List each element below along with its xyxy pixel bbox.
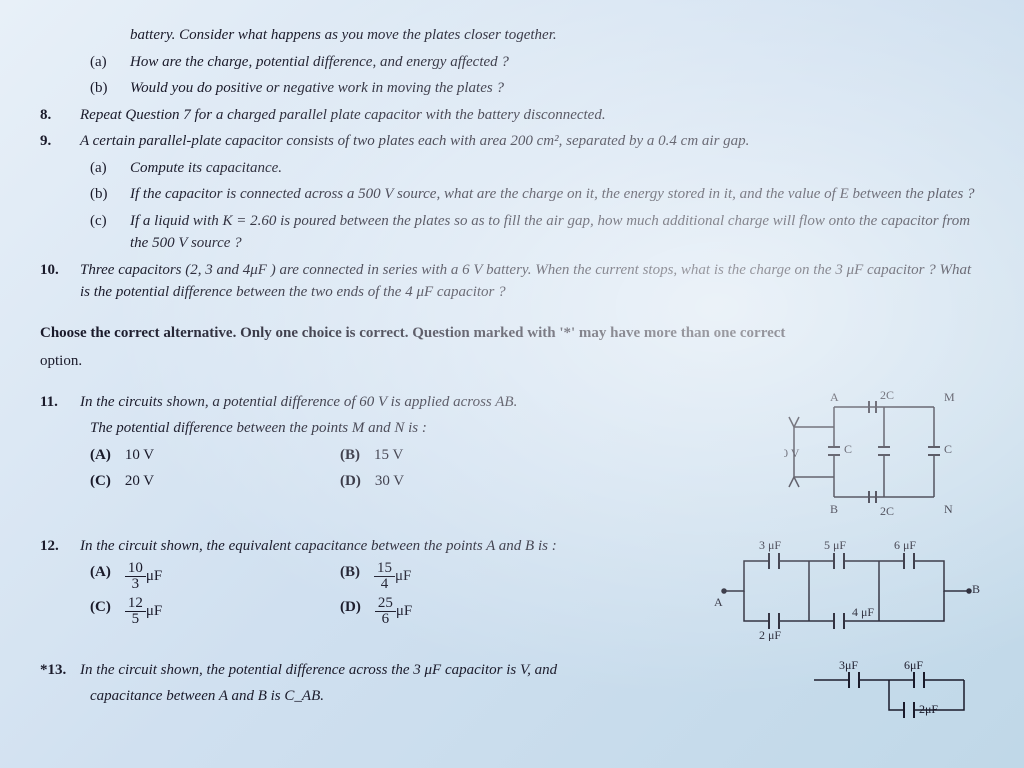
q11-B-label: (B) [340,444,360,467]
q12-A: 103μF [125,561,162,592]
q12-D-label: (D) [340,596,361,627]
q7-a-text: How are the charge, potential difference… [130,51,984,74]
q11-D-label: (D) [340,470,361,493]
q12-num: 12. [40,535,80,558]
q12-row2: (C) 125μF (D) 256μF [90,596,694,627]
section-sub-text: option. [40,350,984,373]
q11-dia-A: A [830,390,839,404]
q7-b-text: Would you do positive or negative work i… [130,77,984,100]
q9-b: (b) If the capacitor is connected across… [90,183,984,206]
q12-text: In the circuit shown, the equivalent cap… [80,535,694,558]
q9: 9. A certain parallel-plate capacitor co… [40,130,984,153]
q13: *13. In the circuit shown, the potential… [40,655,984,725]
q7-b-label: (b) [90,77,130,100]
q12-dia-A: A [714,595,723,609]
q11-num: 11. [40,391,80,414]
section-head-text: Choose the correct alternative. Only one… [40,322,984,345]
q9-num: 9. [40,130,80,153]
q13-dia-c3: 2μF [919,702,938,716]
q7-tail: battery. Consider what happens as you mo… [130,24,984,47]
q11-dia-B: B [830,502,838,516]
q9-a-text: Compute its capacitance. [130,157,984,180]
q12-dia-c1: 3 μF [759,538,781,552]
q11-row1: (A) 10 V (B) 15 V [90,444,774,467]
q11-dia-M: M [944,390,955,404]
q12-dia-B: B [972,582,980,596]
q8-text: Repeat Question 7 for a charged parallel… [80,104,984,127]
q10-num: 10. [40,259,80,304]
q11-B: 15 V [374,444,403,467]
q11-D: 30 V [375,470,404,493]
q9-a: (a) Compute its capacitance. [90,157,984,180]
q12-D: 256μF [375,596,412,627]
q10: 10. Three capacitors (2, 3 and 4μF ) are… [40,259,984,304]
q12: 12. In the circuit shown, the equivalent… [40,531,984,641]
q8-num: 8. [40,104,80,127]
q13-text: In the circuit shown, the potential diff… [80,659,794,682]
q11-circuit-diagram: A M B N 2C 2C C C 60 V [784,387,984,517]
q9-c: (c) If a liquid with K = 2.60 is poured … [90,210,984,255]
q12-C: 125μF [125,596,162,627]
q10-text: Three capacitors (2, 3 and 4μF ) are con… [80,259,984,304]
q13-circuit-diagram: 3μF 6μF 2μF [804,655,984,725]
q13-dia-c2: 6μF [904,658,923,672]
q11-dia-60V: 60 V [784,446,800,460]
q12-A-label: (A) [90,561,111,592]
q9-c-text: If a liquid with K = 2.60 is poured betw… [130,210,984,255]
q9-b-label: (b) [90,183,130,206]
q11-A-label: (A) [90,444,111,467]
q8: 8. Repeat Question 7 for a charged paral… [40,104,984,127]
q11-line1: In the circuits shown, a potential diffe… [80,391,774,414]
q11-dia-C-right: C [944,442,952,456]
q9-c-label: (c) [90,210,130,255]
q11-C-label: (C) [90,470,111,493]
q11-C: 20 V [125,470,154,493]
q7-b: (b) Would you do positive or negative wo… [90,77,984,100]
q11: 11. In the circuits shown, a potential d… [40,387,984,517]
q12-C-label: (C) [90,596,111,627]
q12-dia-c3: 6 μF [894,538,916,552]
q12-dia-c4: 2 μF [759,628,781,641]
q13-text2: capacitance between A and B is C_AB. [90,685,794,708]
q9-intro: A certain parallel-plate capacitor consi… [80,130,984,153]
q12-B-label: (B) [340,561,360,592]
q11-dia-2C-top: 2C [880,388,894,402]
q11-dia-2C-bot: 2C [880,504,894,517]
q13-dia-c1: 3μF [839,658,858,672]
section-heading: Choose the correct alternative. Only one… [40,322,984,373]
q12-dia-c2: 5 μF [824,538,846,552]
q9-a-label: (a) [90,157,130,180]
q12-B: 154μF [374,561,411,592]
q11-A: 10 V [125,444,154,467]
q7-a: (a) How are the charge, potential differ… [90,51,984,74]
q13-num: *13. [40,659,80,682]
q11-line2: The potential difference between the poi… [90,417,774,440]
q7-tail-text: battery. Consider what happens as you mo… [130,24,984,47]
q9-b-text: If the capacitor is connected across a 5… [130,183,984,206]
q12-circuit-diagram: A B 3 μF 5 μF 6 μF 2 μF 4 μF [704,531,984,641]
q12-row1: (A) 103μF (B) 154μF [90,561,694,592]
q11-dia-N: N [944,502,953,516]
q7-a-label: (a) [90,51,130,74]
q11-row2: (C) 20 V (D) 30 V [90,470,774,493]
q12-dia-c5: 4 μF [852,605,874,619]
q11-dia-C-left: C [844,442,852,456]
